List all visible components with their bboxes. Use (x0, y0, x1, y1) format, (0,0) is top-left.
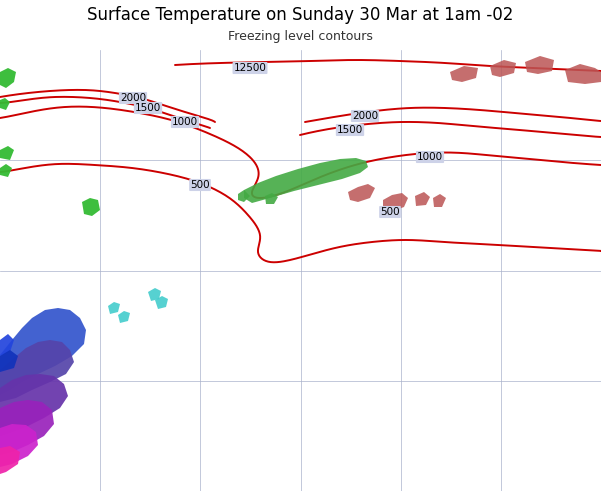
Text: 500: 500 (380, 207, 400, 217)
Polygon shape (450, 66, 478, 82)
Text: 2000: 2000 (352, 111, 378, 121)
Polygon shape (0, 308, 86, 395)
Text: Surface Temperature on Sunday 30 Mar at 1am -02: Surface Temperature on Sunday 30 Mar at … (87, 6, 514, 24)
Text: 1000: 1000 (172, 117, 198, 127)
Polygon shape (0, 146, 14, 160)
Text: Freezing level contours: Freezing level contours (228, 29, 373, 43)
Polygon shape (238, 190, 250, 202)
Polygon shape (490, 60, 516, 77)
Text: 1000: 1000 (417, 152, 443, 162)
Text: 500: 500 (190, 180, 210, 190)
Polygon shape (433, 194, 446, 207)
Polygon shape (525, 56, 554, 74)
Polygon shape (108, 302, 120, 314)
Polygon shape (0, 164, 12, 177)
Polygon shape (0, 400, 54, 455)
Polygon shape (348, 184, 375, 202)
Text: 1500: 1500 (135, 103, 161, 113)
Polygon shape (0, 446, 20, 474)
Polygon shape (148, 288, 161, 301)
Text: 2000: 2000 (120, 93, 146, 103)
Polygon shape (118, 311, 130, 323)
Polygon shape (0, 374, 68, 436)
Polygon shape (0, 350, 18, 372)
Text: 12500: 12500 (234, 63, 266, 73)
Polygon shape (415, 192, 430, 206)
Polygon shape (0, 68, 16, 88)
Polygon shape (82, 198, 100, 216)
Polygon shape (565, 64, 601, 84)
Polygon shape (244, 158, 368, 203)
Polygon shape (383, 193, 408, 211)
Polygon shape (0, 424, 38, 467)
Polygon shape (155, 296, 168, 309)
Polygon shape (0, 334, 14, 356)
Polygon shape (265, 193, 278, 204)
Text: 1500: 1500 (337, 125, 363, 135)
Polygon shape (0, 98, 10, 110)
Polygon shape (0, 340, 74, 402)
